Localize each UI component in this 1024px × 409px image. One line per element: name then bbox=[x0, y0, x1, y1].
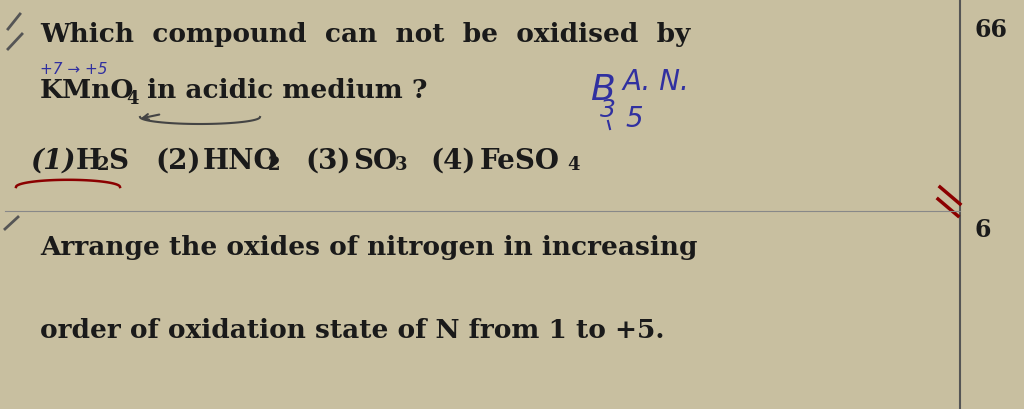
Text: (1): (1) bbox=[30, 148, 76, 175]
Text: SO: SO bbox=[353, 148, 397, 175]
Text: 66: 66 bbox=[975, 18, 1008, 42]
Text: 3: 3 bbox=[395, 155, 408, 173]
Text: (3): (3) bbox=[305, 148, 350, 175]
Text: KMnO: KMnO bbox=[40, 78, 134, 103]
Text: B: B bbox=[590, 73, 614, 107]
Text: 5: 5 bbox=[625, 105, 643, 133]
Text: A. N.: A. N. bbox=[622, 68, 689, 96]
Text: Which  compound  can  not  be  oxidised  by: Which compound can not be oxidised by bbox=[40, 22, 690, 47]
Text: 4: 4 bbox=[126, 90, 138, 108]
Text: H: H bbox=[76, 148, 102, 175]
Text: 6: 6 bbox=[975, 218, 991, 241]
Text: (4): (4) bbox=[430, 148, 475, 175]
Text: HNO: HNO bbox=[203, 148, 279, 175]
Text: in acidic medium ?: in acidic medium ? bbox=[138, 78, 427, 103]
Text: 2: 2 bbox=[268, 155, 281, 173]
Text: order of oxidation state of N from 1 to +5.: order of oxidation state of N from 1 to … bbox=[40, 317, 665, 342]
Text: +7 → +5: +7 → +5 bbox=[40, 62, 108, 77]
Text: (2): (2) bbox=[155, 148, 201, 175]
Text: 3: 3 bbox=[600, 98, 615, 122]
Text: 2: 2 bbox=[97, 155, 110, 173]
Text: Arrange the oxides of nitrogen in increasing: Arrange the oxides of nitrogen in increa… bbox=[40, 234, 697, 259]
Text: FeSO: FeSO bbox=[480, 148, 560, 175]
Text: 4: 4 bbox=[567, 155, 580, 173]
Text: S: S bbox=[108, 148, 128, 175]
